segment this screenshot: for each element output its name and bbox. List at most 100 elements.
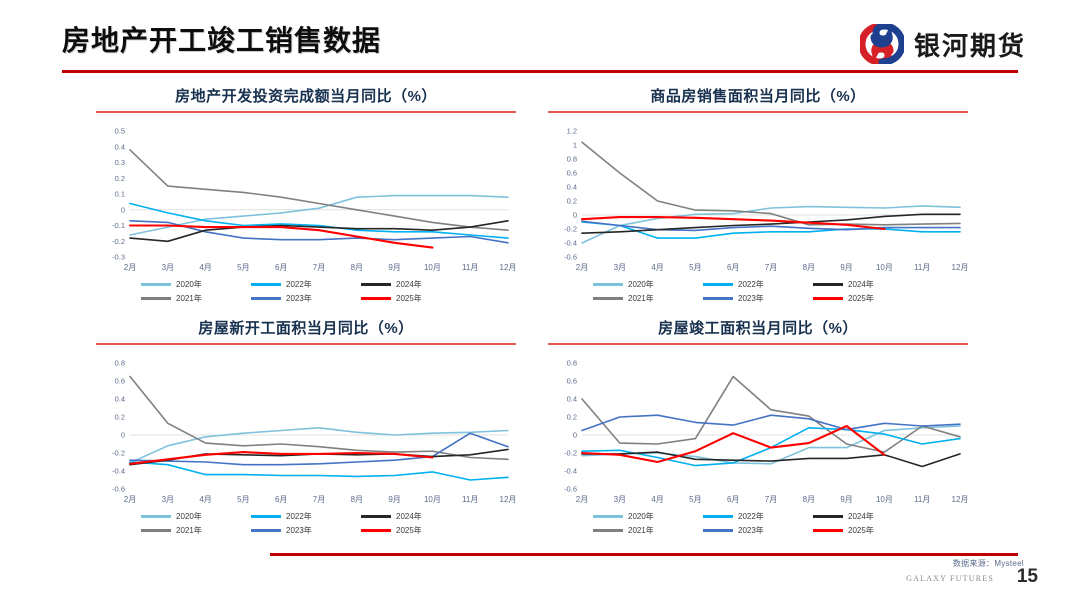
y-axis-tick-label: -0.2 [564,449,577,458]
legend-label: 2025年 [848,526,874,535]
y-axis-tick-label: 0.6 [567,169,577,178]
x-axis-tick-label: 6月 [727,495,739,504]
x-axis-tick-label: 12月 [952,263,968,272]
y-axis-tick-label: 0.8 [567,359,577,368]
legend-item-2023年[interactable]: 2023年 [251,525,361,536]
y-axis-tick-label: 0.8 [567,155,577,164]
y-axis-tick-label: 1.2 [567,127,577,136]
legend-swatch-icon [703,515,733,518]
series-line-2025年 [128,451,434,465]
legend-swatch-icon [251,297,281,300]
y-axis-tick-label: 0.6 [115,377,125,386]
legend-item-2020年[interactable]: 2020年 [141,511,251,522]
chart-title: 房屋竣工面积当月同比（%） [658,320,858,337]
x-axis-tick-label: 10月 [876,263,893,272]
legend-item-2023年[interactable]: 2023年 [703,293,813,304]
legend-item-2022年[interactable]: 2022年 [251,279,361,290]
x-axis-tick-label: 5月 [237,263,249,272]
x-axis-tick-label: 4月 [651,495,663,504]
x-axis-tick-label: 7月 [313,263,325,272]
y-axis-tick-label: -0.6 [564,485,577,494]
x-axis-tick-label: 8月 [803,495,815,504]
series-line-2020年 [129,427,509,464]
series-line-2021年 [129,149,509,231]
y-axis-tick-label: 0.6 [567,377,577,386]
y-axis-tick-label: 0.2 [567,413,577,422]
legend-item-2022年[interactable]: 2022年 [703,279,813,290]
y-axis-tick-label: 0.8 [115,359,125,368]
y-axis-tick-label: -0.3 [112,253,125,262]
legend-item-2022年[interactable]: 2022年 [703,511,813,522]
legend-swatch-icon [813,529,843,532]
y-axis-tick-label: 0 [121,431,125,440]
x-axis-tick-label: 3月 [614,495,626,504]
x-axis-tick-label: 5月 [689,263,701,272]
x-axis-tick-label: 5月 [237,495,249,504]
legend-label: 2021年 [628,526,654,535]
footer-divider [270,553,1018,556]
legend-item-2021年[interactable]: 2021年 [141,293,251,304]
x-axis-tick-label: 6月 [727,263,739,272]
legend-swatch-icon [703,283,733,286]
legend-label: 2024年 [396,280,422,289]
y-axis-tick-label: 0 [573,431,577,440]
legend-swatch-icon [141,297,171,300]
legend-swatch-icon [703,529,733,532]
legend-item-2020年[interactable]: 2020年 [593,279,703,290]
legend-label: 2021年 [628,294,654,303]
legend-swatch-icon [141,515,171,518]
y-axis-tick-label: 0.4 [567,395,577,404]
chart-svg: 0.8 0.6 0.4 0.2 0 -0.2 -0.4 -0.62月 3月 4月 5月 6月 7月 8月 9… [112,359,516,504]
galaxy-swirl-logo-icon [859,24,904,64]
y-axis-tick-label: -0.6 [112,485,125,494]
legend-label: 2022年 [738,280,764,289]
y-axis-tick-label: -0.4 [112,467,125,476]
legend-item-2024年[interactable]: 2024年 [361,279,471,290]
chart-legend: 2020年 2022年 2024年 2021年 2023年 2025年 [593,279,923,304]
legend-swatch-icon [593,515,623,518]
x-axis-tick-label: 7月 [313,495,325,504]
series-line-2021年 [581,141,961,226]
legend-label: 2023年 [738,526,764,535]
legend-swatch-icon [361,297,391,300]
legend-item-2020年[interactable]: 2020年 [593,511,703,522]
legend-item-2021年[interactable]: 2021年 [141,525,251,536]
footer-brand-latin: GALAXY FUTURES [906,574,994,583]
legend-item-2021年[interactable]: 2021年 [593,293,703,304]
legend-swatch-icon [813,297,843,300]
y-axis-tick-label: -0.4 [564,239,577,248]
brand-block: 银河期货 [859,24,1026,64]
legend-item-2024年[interactable]: 2024年 [361,511,471,522]
legend-item-2023年[interactable]: 2023年 [703,525,813,536]
legend-item-2023年[interactable]: 2023年 [251,293,361,304]
legend-item-2025年[interactable]: 2025年 [361,525,471,536]
legend-label: 2023年 [286,294,312,303]
y-axis-tick-label: 0.5 [115,127,125,136]
legend-item-2020年[interactable]: 2020年 [141,279,251,290]
x-axis-tick-label: 11月 [462,495,478,504]
legend-item-2025年[interactable]: 2025年 [813,525,923,536]
legend-label: 2024年 [848,512,874,521]
legend-item-2024年[interactable]: 2024年 [813,511,923,522]
legend-item-2022年[interactable]: 2022年 [251,511,361,522]
page-title: 房地产开工竣工销售数据 [62,25,382,56]
series-line-2020年 [581,205,961,244]
legend-item-2024年[interactable]: 2024年 [813,279,923,290]
legend-item-2025年[interactable]: 2025年 [361,293,471,304]
legend-swatch-icon [361,515,391,518]
chart-svg: 0.8 0.6 0.4 0.2 0 -0.2 -0.4 -0.62月 3月 4月 5月 6月 7月 8月 9… [564,359,968,504]
series-line-2022年 [129,202,509,239]
legend-item-2025年[interactable]: 2025年 [813,293,923,304]
legend-item-2021年[interactable]: 2021年 [593,525,703,536]
legend-label: 2020年 [176,280,202,289]
legend-label: 2020年 [628,512,654,521]
series-line-2024年 [581,451,961,468]
chart-svg: 1.2 1 0.8 0.6 0.4 0.2 0 -0.2 -0.4 -0.62月 3月 4月 5月 6月 7… [564,127,968,272]
y-axis-tick-label: 0.4 [115,395,125,404]
series-line-2021年 [581,375,961,453]
legend-swatch-icon [361,283,391,286]
x-axis-tick-label: 4月 [199,495,211,504]
legend-swatch-icon [593,529,623,532]
chart-plot-area: 0.5 0.4 0.3 0.2 0.1 0 -0.1 -0.2 -0.3 2月 3月 4月 5月 6月 7月… [96,123,516,273]
x-axis-tick-label: 9月 [388,263,400,272]
